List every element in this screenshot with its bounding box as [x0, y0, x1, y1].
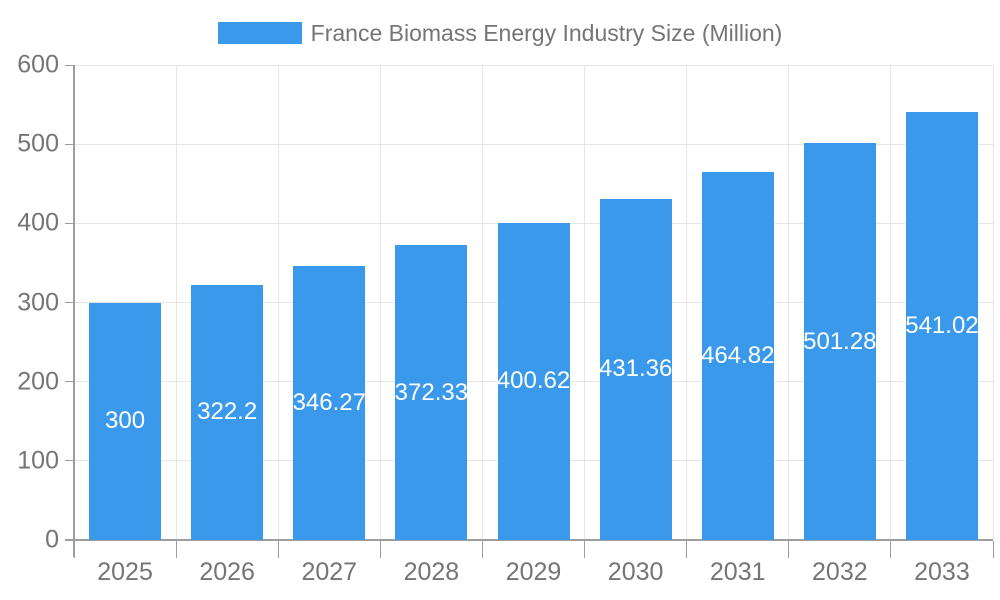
- y-axis-tick: [65, 460, 73, 462]
- x-tick-label: 2026: [199, 558, 255, 586]
- x-axis-tick: [584, 541, 586, 558]
- x-tick-label: 2027: [301, 558, 358, 586]
- x-axis-tick: [890, 541, 892, 558]
- y-tick-label: 400: [17, 208, 59, 237]
- x-axis-tick: [277, 541, 279, 558]
- x-tick-label: 2025: [97, 558, 153, 586]
- x-axis-tick: [992, 541, 994, 558]
- x-tick-label: 2031: [709, 558, 766, 586]
- bar-value-label: 541.02: [905, 311, 979, 339]
- legend-label: France Biomass Energy Industry Size (Mil…: [310, 19, 783, 46]
- bar[interactable]: 501.28: [803, 143, 877, 540]
- bar-value-label: 322.2: [197, 398, 258, 426]
- gridline-vertical: [992, 65, 994, 540]
- x-axis-tick: [788, 541, 790, 558]
- gridline-vertical: [686, 65, 688, 540]
- gridline-horizontal: [74, 143, 993, 145]
- bar[interactable]: 400.62: [496, 222, 571, 540]
- gridline-vertical: [277, 65, 279, 540]
- plot-area: 0 100 200 300 400 500 600 300 2025 322.2 2026 346.2…: [17, 51, 994, 586]
- x-tick-label: 2033: [914, 558, 970, 586]
- gridline-vertical: [175, 65, 177, 540]
- y-axis-tick: [65, 64, 73, 66]
- x-axis-tick: [379, 541, 381, 558]
- x-tick-label: 2032: [812, 558, 868, 586]
- chart-legend[interactable]: France Biomass Energy Industry Size (Mil…: [0, 19, 1000, 46]
- bar-value-label: 501.28: [803, 327, 877, 355]
- gridline-vertical: [584, 65, 586, 540]
- legend-swatch-icon: [217, 22, 302, 44]
- bar[interactable]: 431.36: [598, 198, 673, 540]
- bar-value-label: 431.36: [598, 355, 673, 383]
- x-tick-label: 2028: [403, 558, 460, 586]
- x-axis-line: [65, 539, 993, 541]
- gridline-vertical: [890, 65, 892, 540]
- y-axis-line: [73, 65, 75, 557]
- y-tick-label: 200: [17, 367, 59, 396]
- bar-value-label: 400.62: [496, 367, 571, 395]
- bar[interactable]: 300: [89, 302, 162, 540]
- bar-value-label: 300: [105, 407, 146, 435]
- x-axis-tick: [481, 541, 483, 558]
- y-axis-tick: [65, 143, 73, 145]
- bar[interactable]: 346.27: [292, 265, 366, 540]
- y-axis-tick: [65, 222, 73, 224]
- bar-value-label: 464.82: [701, 342, 775, 369]
- x-tick-label: 2030: [607, 558, 664, 586]
- bar[interactable]: 464.82: [701, 172, 775, 540]
- bar-value-label: 372.33: [394, 378, 469, 406]
- bar[interactable]: 372.33: [394, 245, 469, 540]
- gridline-vertical: [379, 65, 381, 540]
- bar-value-label: 346.27: [292, 388, 366, 416]
- y-tick-label: 600: [17, 50, 59, 79]
- y-tick-label: 300: [17, 288, 59, 316]
- x-axis-tick: [686, 541, 688, 558]
- y-tick-label: 0: [45, 525, 59, 554]
- y-tick-label: 500: [17, 129, 59, 158]
- y-axis-tick: [65, 302, 73, 303]
- gridline-horizontal: [74, 64, 993, 66]
- bar[interactable]: 322.2: [191, 284, 264, 540]
- y-tick-label: 100: [17, 446, 59, 475]
- bar[interactable]: 541.02: [905, 111, 979, 540]
- gridline-vertical: [788, 65, 790, 540]
- y-axis-tick: [65, 381, 73, 383]
- x-axis-tick: [175, 541, 177, 558]
- gridline-vertical: [481, 65, 483, 540]
- x-tick-label: 2029: [505, 558, 562, 586]
